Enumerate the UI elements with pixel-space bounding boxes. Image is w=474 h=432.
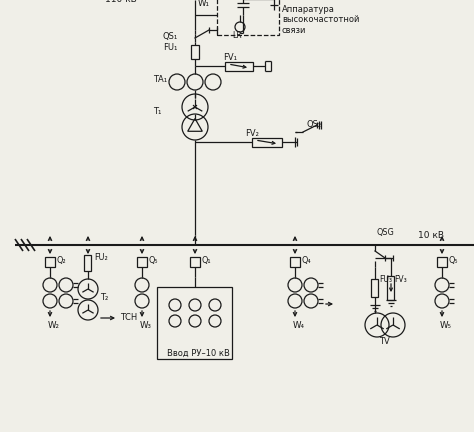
Bar: [190, 257, 200, 267]
Text: ТА₁: ТА₁: [153, 76, 167, 85]
Text: FV₁: FV₁: [223, 54, 237, 63]
Text: LR: LR: [232, 32, 242, 41]
Text: W₂: W₂: [48, 321, 60, 330]
Text: ТСН: ТСН: [120, 312, 137, 321]
Bar: [45, 257, 55, 267]
Text: W₄: W₄: [293, 321, 305, 330]
Bar: [252, 137, 282, 146]
Text: FU₂: FU₂: [94, 252, 108, 261]
Text: FV₂: FV₂: [245, 130, 259, 139]
Bar: [290, 257, 300, 267]
Text: Q₅: Q₅: [149, 257, 158, 266]
Text: 110 кВ: 110 кВ: [105, 0, 137, 4]
Bar: [225, 61, 253, 70]
Text: TV: TV: [379, 337, 390, 346]
Text: T₁: T₁: [153, 108, 161, 117]
Text: Q₁: Q₁: [202, 257, 211, 266]
Text: T₂: T₂: [100, 292, 108, 302]
Text: FU₁: FU₁: [163, 44, 177, 53]
Text: W₅: W₅: [440, 321, 452, 330]
Bar: [437, 257, 447, 267]
Bar: [388, 276, 394, 300]
Bar: [84, 255, 91, 271]
Text: W₁: W₁: [198, 0, 210, 7]
Text: Q₅: Q₅: [449, 257, 458, 266]
Text: 10 кВ: 10 кВ: [418, 231, 444, 239]
Text: Q₂: Q₂: [57, 257, 67, 266]
Bar: [217, 0, 279, 35]
Text: W₃: W₃: [140, 321, 152, 330]
Text: QS₂: QS₂: [307, 120, 322, 128]
Text: QS₁: QS₁: [163, 32, 178, 41]
Text: QSG: QSG: [377, 229, 395, 238]
Bar: [191, 45, 199, 59]
Bar: [372, 279, 379, 297]
Text: Ввод РУ–10 кВ: Ввод РУ–10 кВ: [167, 349, 230, 358]
Text: Q₄: Q₄: [302, 257, 311, 266]
Text: Аппаратура
высокочастотной
связи: Аппаратура высокочастотной связи: [282, 5, 359, 35]
Text: FU₃: FU₃: [379, 276, 392, 285]
Bar: [157, 287, 233, 359]
Bar: [137, 257, 147, 267]
Text: FV₃: FV₃: [394, 276, 407, 285]
